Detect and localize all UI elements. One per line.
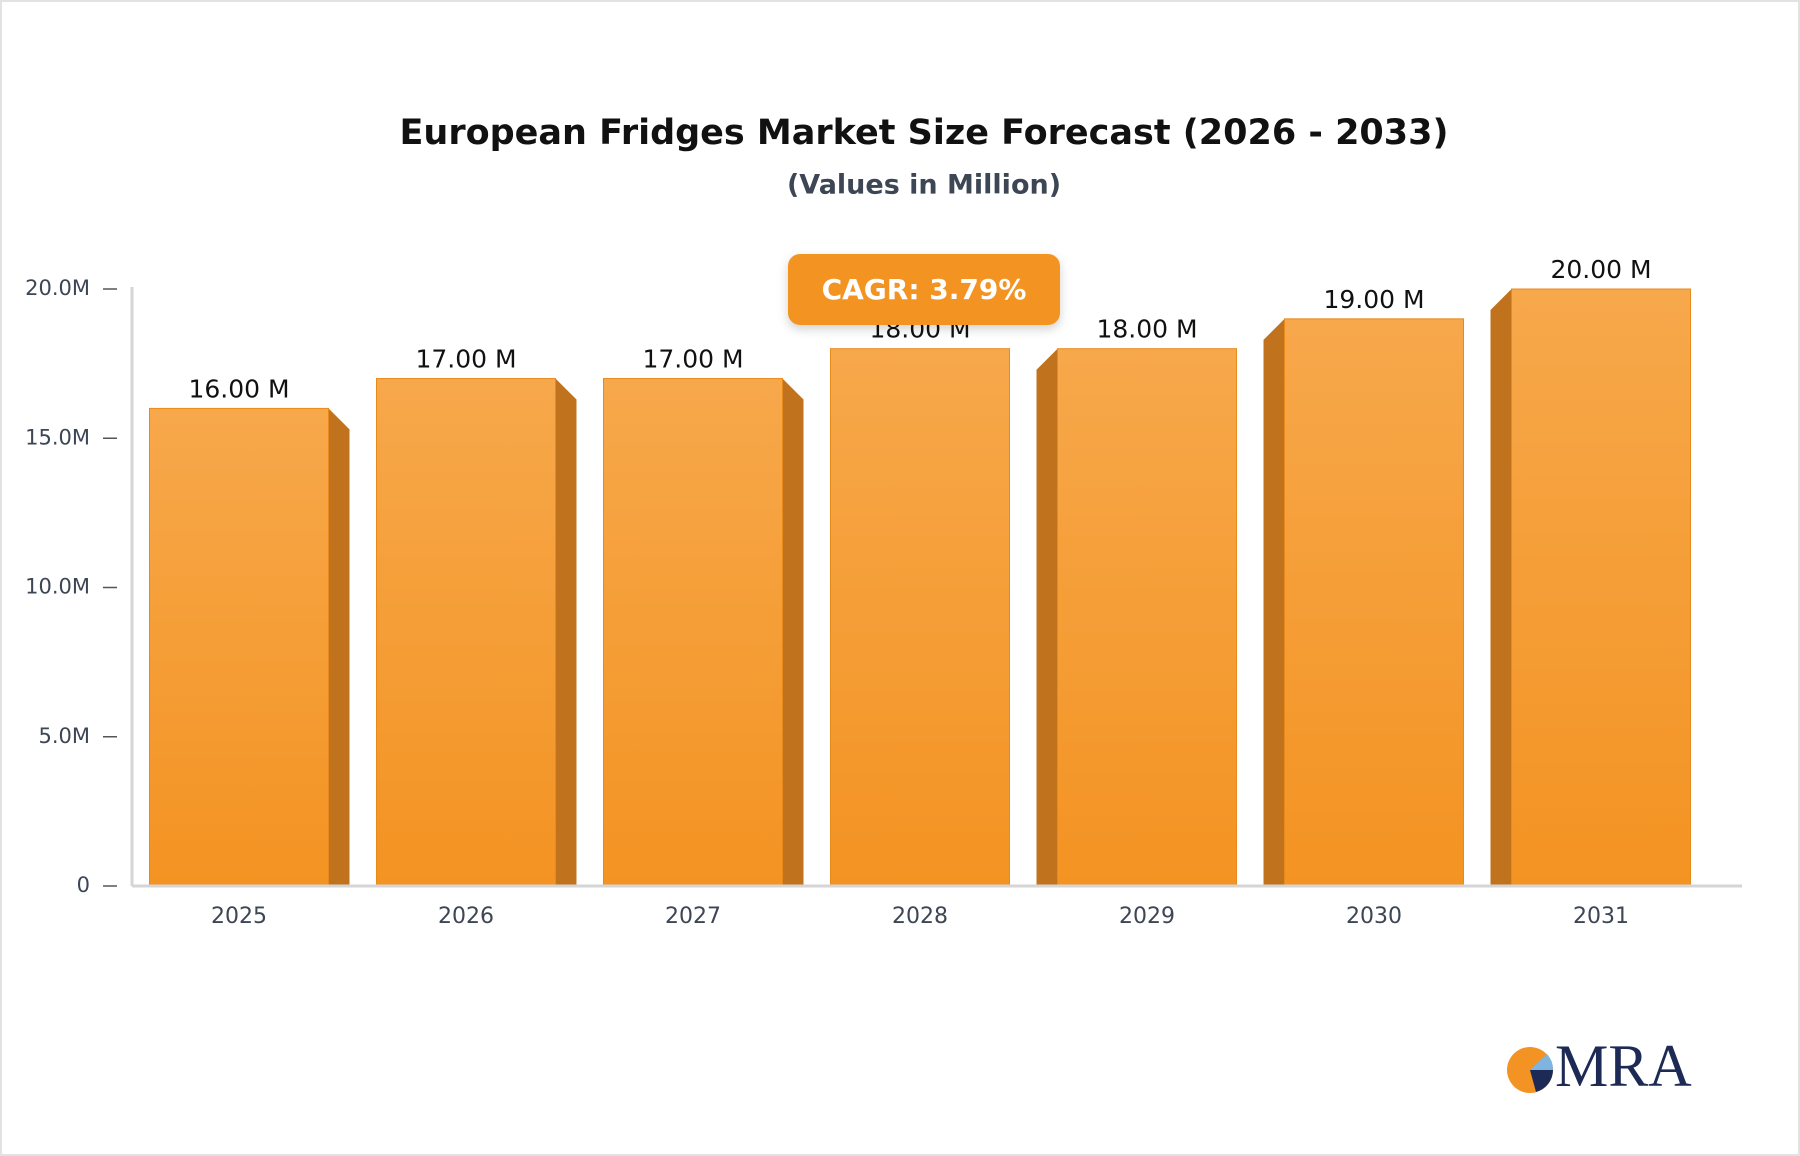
y-tick-label: 10.0M [25,575,90,599]
value-label: 17.00 M [642,345,743,374]
bar [149,407,329,887]
y-tick-label: 20.0M [25,276,90,300]
value-label: 16.00 M [188,374,289,403]
bar [376,378,556,887]
bar [1511,288,1691,887]
x-tick-label: 2025 [211,904,267,929]
bar-side [1036,348,1058,886]
logo-text: MRA [1555,1033,1692,1099]
bar [603,378,783,887]
value-label: 20.00 M [1550,255,1651,284]
value-label: 17.00 M [415,345,516,374]
chart-subtitle: (Values in Million) [787,170,1061,201]
chart-title: European Fridges Market Size Forecast (2… [400,113,1449,153]
logo: MRA [1507,1033,1692,1099]
logo-slice [1530,1054,1554,1070]
bar-side [555,378,577,886]
x-tick-label: 2027 [665,904,721,929]
bar [1057,348,1237,887]
bar-side [1263,318,1285,887]
bar-side [1490,289,1512,886]
x-tick-label: 2030 [1346,904,1402,929]
x-tick-label: 2029 [1119,904,1175,929]
bar-side [328,408,350,886]
x-tick-label: 2031 [1573,904,1629,929]
plot-area: 0 5.0M 10.0M 15.0M 20.0M 16.00 M 2025 17.00 M 20… [25,255,1742,929]
badge-text: CAGR: 3.79% [822,273,1027,306]
y-tick-label: 15.0M [25,425,90,449]
bar-side [782,378,804,886]
badge-box [788,254,1060,325]
bar [1284,318,1464,887]
x-tick-label: 2028 [892,904,948,929]
value-label: 19.00 M [1323,285,1424,314]
y-tick-label: 5.0M [38,724,90,748]
value-label: 18.00 M [1096,315,1197,344]
x-tick-label: 2026 [438,904,494,929]
y-tick-label: 0 [77,873,90,897]
bar [830,348,1010,887]
logo-slice [1530,1070,1553,1092]
cagr-badge: CAGR: 3.79% [788,254,1060,325]
